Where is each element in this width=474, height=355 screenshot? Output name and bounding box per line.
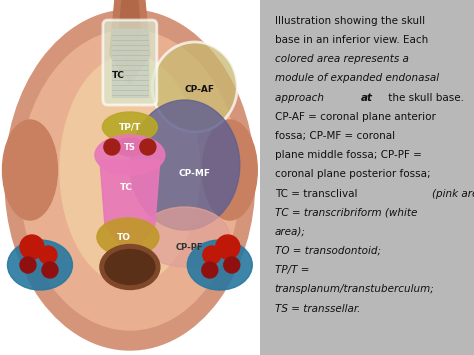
Polygon shape xyxy=(100,160,160,245)
Ellipse shape xyxy=(140,207,230,267)
Polygon shape xyxy=(118,0,142,70)
Circle shape xyxy=(202,262,218,278)
Ellipse shape xyxy=(60,55,200,285)
Text: fossa; CP-MF = coronal: fossa; CP-MF = coronal xyxy=(275,131,395,141)
Text: approach: approach xyxy=(275,93,327,103)
Circle shape xyxy=(203,246,221,264)
Text: TC = transclival: TC = transclival xyxy=(275,189,361,198)
Ellipse shape xyxy=(130,100,240,230)
Circle shape xyxy=(20,257,36,273)
Ellipse shape xyxy=(8,240,73,290)
Text: base in an inferior view. Each: base in an inferior view. Each xyxy=(275,35,428,45)
Text: Illustration showing the skull: Illustration showing the skull xyxy=(275,16,425,26)
Circle shape xyxy=(140,139,156,155)
Text: TO = transodontoid;: TO = transodontoid; xyxy=(275,246,381,256)
Ellipse shape xyxy=(5,10,255,350)
Circle shape xyxy=(216,235,240,259)
FancyBboxPatch shape xyxy=(103,20,157,105)
Ellipse shape xyxy=(105,250,155,284)
Text: TP/T: TP/T xyxy=(118,122,141,131)
Ellipse shape xyxy=(187,240,252,290)
Ellipse shape xyxy=(100,245,160,289)
Text: colored area represents a: colored area represents a xyxy=(275,54,409,64)
Text: plane middle fossa; CP-PF =: plane middle fossa; CP-PF = xyxy=(275,150,422,160)
Text: CP-MF: CP-MF xyxy=(179,169,211,178)
Text: TS = transsellar.: TS = transsellar. xyxy=(275,304,360,313)
Text: TP/T =: TP/T = xyxy=(275,265,309,275)
Text: CP-PF: CP-PF xyxy=(176,242,203,251)
Bar xyxy=(112,29,148,97)
Circle shape xyxy=(104,139,120,155)
Text: TC: TC xyxy=(119,182,132,191)
Text: TS: TS xyxy=(124,142,136,152)
Ellipse shape xyxy=(152,42,237,132)
Ellipse shape xyxy=(97,218,159,256)
Text: TC: TC xyxy=(111,71,124,80)
Circle shape xyxy=(39,246,57,264)
Text: at: at xyxy=(360,93,373,103)
Ellipse shape xyxy=(115,138,145,156)
Circle shape xyxy=(224,257,240,273)
Ellipse shape xyxy=(102,112,157,142)
Ellipse shape xyxy=(20,30,240,330)
Text: CP-AF: CP-AF xyxy=(185,86,215,94)
Text: (pink area);: (pink area); xyxy=(432,189,474,198)
Text: module of expanded endonasal: module of expanded endonasal xyxy=(275,73,439,83)
Text: TC = transcribriform (white: TC = transcribriform (white xyxy=(275,208,417,218)
Ellipse shape xyxy=(202,120,257,220)
Circle shape xyxy=(42,262,58,278)
Text: TO: TO xyxy=(117,233,131,241)
Ellipse shape xyxy=(95,135,165,175)
Ellipse shape xyxy=(2,120,57,220)
Text: coronal plane posterior fossa;: coronal plane posterior fossa; xyxy=(275,169,430,179)
Text: CP-AF = coronal plane anterior: CP-AF = coronal plane anterior xyxy=(275,112,436,122)
Circle shape xyxy=(20,235,44,259)
Text: area);: area); xyxy=(275,227,306,237)
Text: transplanum/transtuberculum;: transplanum/transtuberculum; xyxy=(275,284,435,294)
Text: the skull base.: the skull base. xyxy=(385,93,464,103)
Polygon shape xyxy=(110,0,150,85)
